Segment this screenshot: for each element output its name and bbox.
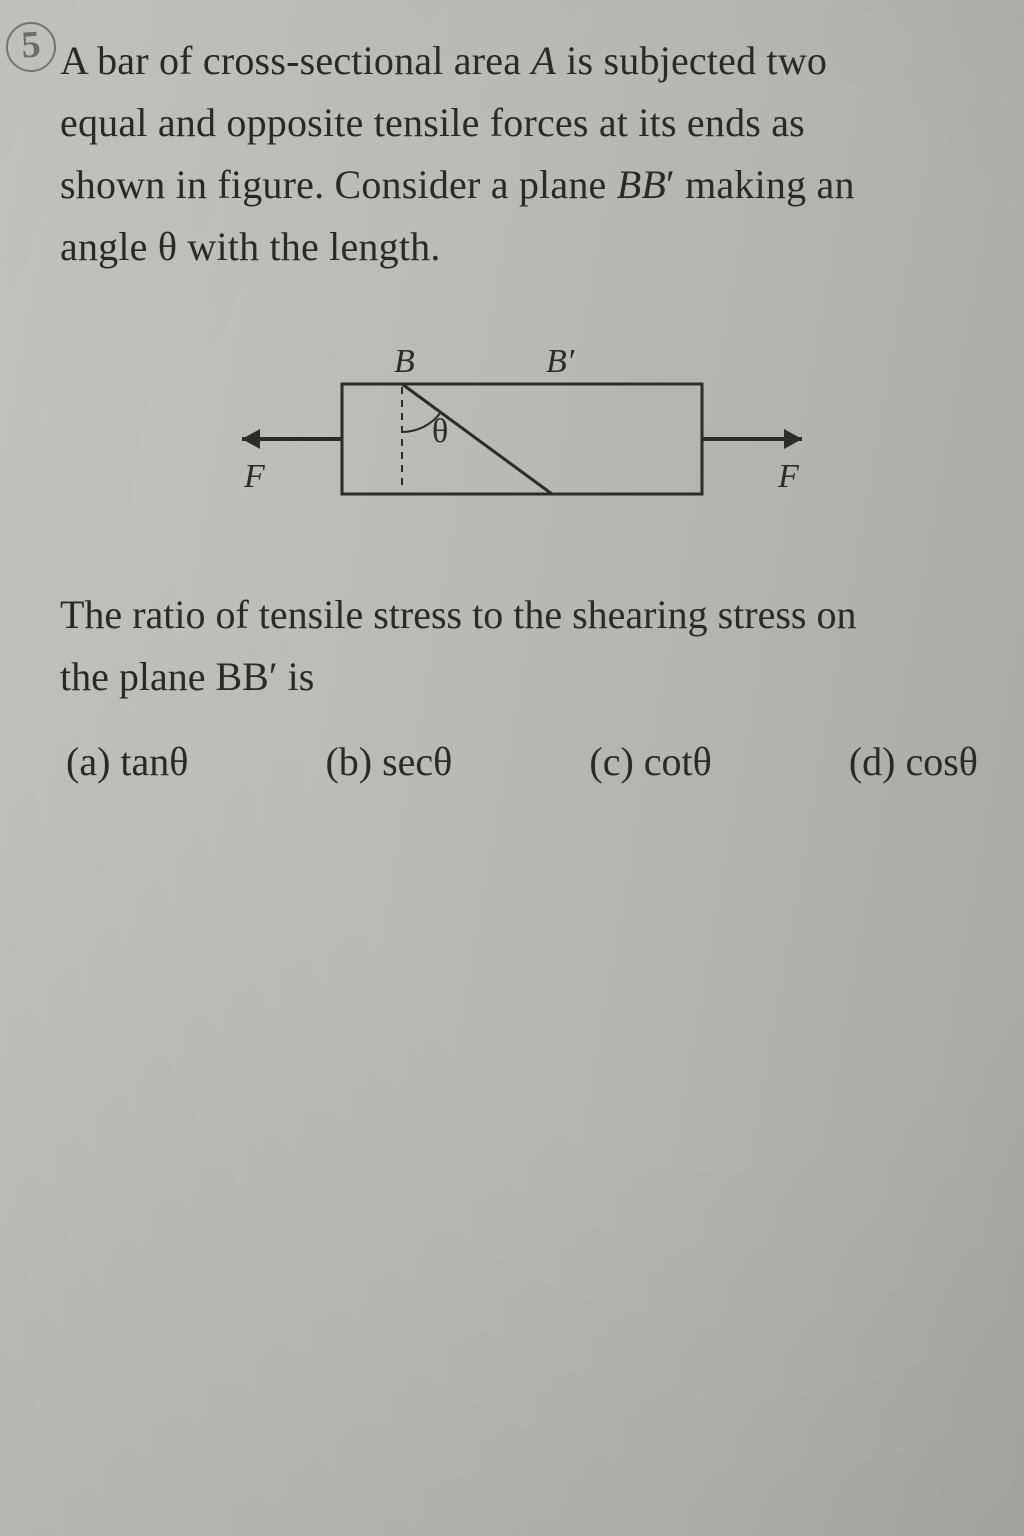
svg-text:B: B [394, 343, 415, 380]
option-b: (b) secθ [325, 738, 452, 785]
figure-container: θB B′ F F [60, 304, 984, 564]
option-c-label: cotθ [644, 739, 712, 784]
svg-text:B′: B′ [546, 343, 575, 380]
svg-text:F: F [777, 458, 800, 495]
option-d-key: (d) [849, 739, 896, 784]
option-d-label: cosθ [905, 739, 977, 784]
svg-text:θ: θ [432, 413, 448, 450]
svg-text:F: F [243, 458, 266, 495]
question-text: A bar of cross-sectional area A is subje… [60, 30, 984, 278]
bar-diagram: θB B′ F F [212, 304, 832, 564]
option-b-key: (b) [325, 739, 372, 784]
option-d: (d) cosθ [849, 738, 978, 785]
option-c-key: (c) [589, 739, 633, 784]
option-a-label: tanθ [120, 739, 188, 784]
option-a: (a) tanθ [66, 738, 188, 785]
question-number: 5 [4, 20, 57, 73]
followup-text: The ratio of tensile stress to the shear… [60, 584, 984, 708]
option-b-label: secθ [382, 739, 452, 784]
option-c: (c) cotθ [589, 738, 711, 785]
option-a-key: (a) [66, 739, 110, 784]
page: 5 A bar of cross-sectional area A is sub… [0, 0, 1024, 1536]
options-row: (a) tanθ (b) secθ (c) cotθ (d) cosθ [60, 738, 984, 785]
